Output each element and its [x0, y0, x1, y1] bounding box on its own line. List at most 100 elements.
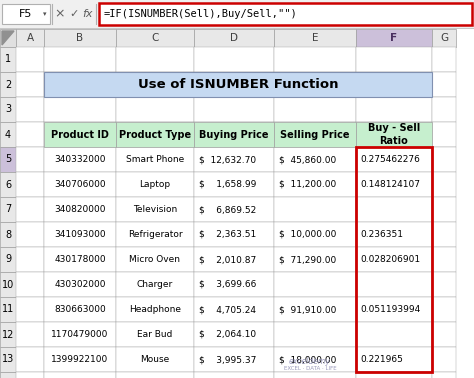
Bar — [0, 147, 16, 172]
Bar — [274, 297, 356, 322]
Text: Buy - Sell
Ratio: Buy - Sell Ratio — [368, 123, 420, 146]
Bar — [0, 122, 16, 147]
Bar — [44, 272, 116, 297]
Text: EXCEL · DATA · LIFE: EXCEL · DATA · LIFE — [283, 367, 337, 372]
Bar — [194, 172, 274, 197]
Text: $    3,995.37: $ 3,995.37 — [199, 355, 256, 364]
Bar — [432, 72, 456, 97]
Text: 4: 4 — [5, 130, 11, 139]
Bar — [274, 97, 356, 122]
Bar — [116, 372, 194, 378]
Bar — [16, 47, 44, 72]
Bar — [274, 72, 356, 97]
Text: 430178000: 430178000 — [54, 255, 106, 264]
Bar — [0, 172, 16, 197]
Bar — [356, 147, 432, 372]
Bar — [44, 72, 116, 97]
Text: Smart Phone: Smart Phone — [126, 155, 184, 164]
Bar — [274, 272, 356, 297]
Bar — [2, 4, 50, 24]
Text: 0.275462276: 0.275462276 — [360, 155, 420, 164]
Bar — [16, 29, 44, 47]
Text: 12: 12 — [2, 330, 14, 339]
Text: F5: F5 — [19, 9, 33, 19]
Bar — [432, 197, 456, 222]
Bar — [356, 172, 432, 197]
Bar — [116, 97, 194, 122]
Bar — [44, 297, 116, 322]
Bar — [194, 272, 274, 297]
Text: $    1,658.99: $ 1,658.99 — [199, 180, 256, 189]
Text: 3: 3 — [5, 104, 11, 115]
Bar — [0, 247, 16, 272]
Text: $    2,064.10: $ 2,064.10 — [199, 330, 256, 339]
Bar — [116, 72, 194, 97]
Bar — [356, 222, 432, 247]
Bar — [194, 147, 274, 172]
Text: C: C — [151, 33, 159, 43]
Bar — [0, 372, 16, 378]
Text: $  91,910.00: $ 91,910.00 — [279, 305, 337, 314]
Text: 9: 9 — [5, 254, 11, 265]
Bar — [274, 222, 356, 247]
Bar — [0, 297, 16, 322]
Bar — [432, 29, 456, 47]
Text: $    2,363.51: $ 2,363.51 — [199, 230, 256, 239]
Bar — [356, 122, 432, 147]
Bar — [116, 222, 194, 247]
Bar — [274, 29, 356, 47]
Text: $  12,632.70: $ 12,632.70 — [199, 155, 256, 164]
Bar — [194, 29, 274, 47]
Bar — [194, 297, 274, 322]
Text: Use of ISNUMBER Function: Use of ISNUMBER Function — [138, 78, 338, 91]
Polygon shape — [2, 31, 14, 45]
Bar — [44, 29, 116, 47]
Text: ▾: ▾ — [43, 11, 46, 17]
Bar — [16, 197, 44, 222]
Text: 8: 8 — [5, 229, 11, 240]
Bar — [16, 297, 44, 322]
Bar — [356, 97, 432, 122]
Text: 341093000: 341093000 — [54, 230, 106, 239]
Bar — [274, 147, 356, 172]
Bar — [44, 322, 116, 347]
Text: 0.051193994: 0.051193994 — [360, 305, 420, 314]
Bar — [194, 197, 274, 222]
Text: $    6,869.52: $ 6,869.52 — [199, 205, 256, 214]
Bar — [356, 47, 432, 72]
Bar — [194, 97, 274, 122]
Text: Refrigerator: Refrigerator — [128, 230, 182, 239]
Bar — [432, 272, 456, 297]
Text: fx: fx — [83, 9, 93, 19]
Bar — [116, 47, 194, 72]
Text: Laptop: Laptop — [139, 180, 171, 189]
Bar — [16, 222, 44, 247]
Text: F: F — [391, 33, 398, 43]
Text: Product ID: Product ID — [51, 130, 109, 139]
Bar — [274, 247, 356, 272]
Bar — [356, 297, 432, 322]
Bar — [356, 272, 432, 297]
Bar — [16, 347, 44, 372]
Text: 340820000: 340820000 — [54, 205, 106, 214]
Bar — [44, 122, 116, 147]
Bar — [194, 347, 274, 372]
Bar — [44, 122, 116, 147]
Bar — [274, 172, 356, 197]
Bar — [16, 247, 44, 272]
Bar — [274, 122, 356, 147]
Text: G: G — [440, 33, 448, 43]
Text: Selling Price: Selling Price — [280, 130, 350, 139]
Text: 0.236351: 0.236351 — [360, 230, 403, 239]
Text: 1: 1 — [5, 54, 11, 65]
Bar — [44, 172, 116, 197]
Bar — [356, 29, 432, 47]
Bar — [274, 47, 356, 72]
Text: 5: 5 — [5, 155, 11, 164]
Bar — [44, 147, 116, 172]
Bar — [0, 347, 16, 372]
Bar — [274, 322, 356, 347]
Bar — [16, 372, 44, 378]
Text: 2: 2 — [5, 79, 11, 90]
Bar — [16, 72, 44, 97]
